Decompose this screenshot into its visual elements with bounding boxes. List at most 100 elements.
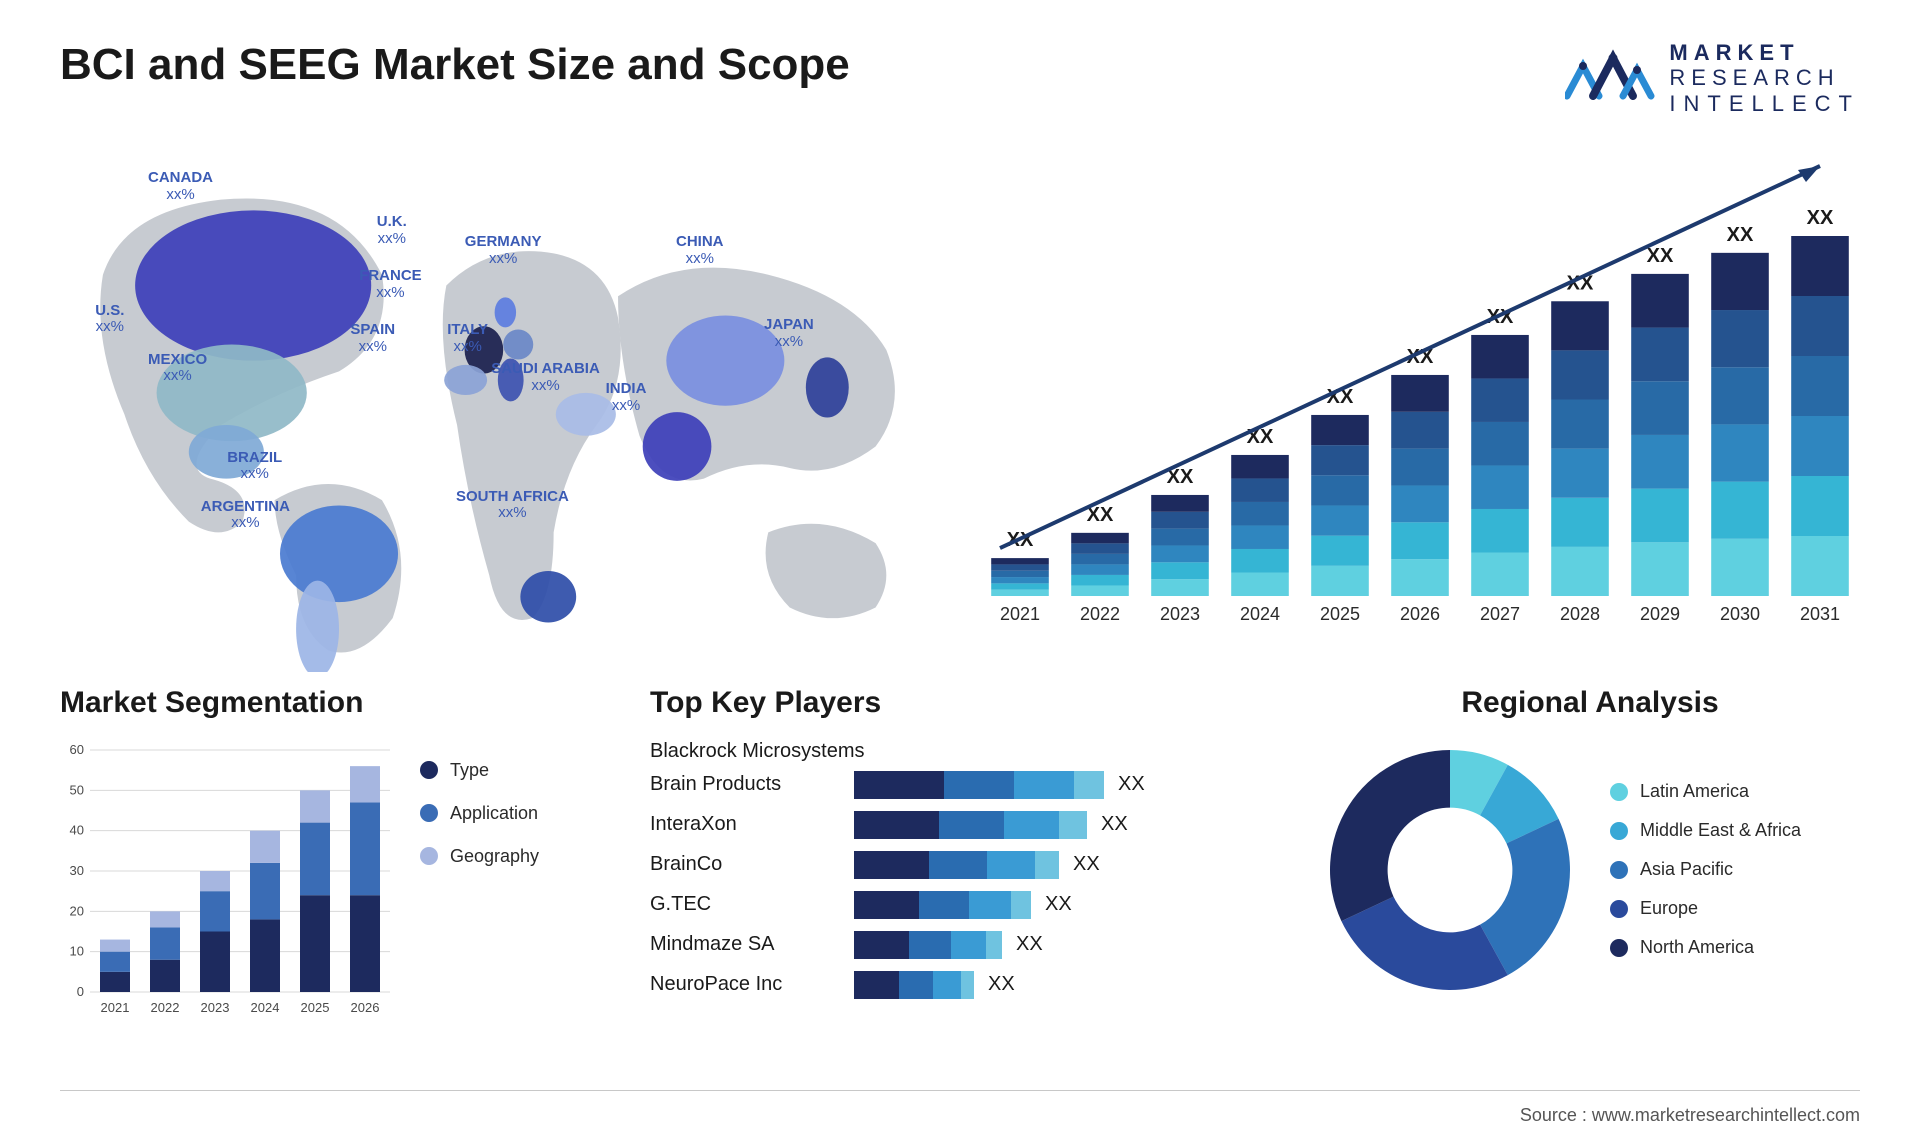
legend-item: Application <box>420 803 539 824</box>
svg-text:2031: 2031 <box>1800 604 1840 624</box>
legend-label: North America <box>1640 937 1754 958</box>
player-bar <box>854 931 1002 959</box>
growth-chart-svg: XX2021XX2022XX2023XX2024XX2025XX2026XX20… <box>980 146 1860 636</box>
player-name: Mindmaze SA <box>650 933 840 956</box>
svg-text:XX: XX <box>1727 224 1754 246</box>
segmentation-legend: Type Application Geography <box>420 740 539 1020</box>
map-label: U.K.xx% <box>377 214 407 247</box>
map-label: JAPANxx% <box>764 317 814 350</box>
svg-text:2021: 2021 <box>101 1000 130 1015</box>
legend-item: Asia Pacific <box>1610 859 1801 880</box>
svg-text:2027: 2027 <box>1480 604 1520 624</box>
player-row: G.TEC XX <box>650 891 1290 919</box>
regional-panel: Regional Analysis Latin America Middle Ea… <box>1320 686 1860 1020</box>
svg-text:2023: 2023 <box>1160 604 1200 624</box>
map-label: BRAZILxx% <box>227 450 282 483</box>
regional-title: Regional Analysis <box>1320 686 1860 720</box>
svg-text:60: 60 <box>70 742 84 757</box>
player-value: XX <box>1118 773 1145 796</box>
legend-label: Middle East & Africa <box>1640 820 1801 841</box>
legend-swatch <box>420 804 438 822</box>
brand-logo: MARKET RESEARCH INTELLECT <box>1565 40 1860 116</box>
svg-text:2026: 2026 <box>1400 604 1440 624</box>
svg-text:XX: XX <box>1647 245 1674 267</box>
legend-item: Europe <box>1610 898 1801 919</box>
player-bar <box>854 851 1059 879</box>
legend-swatch <box>1610 900 1628 918</box>
map-label: SAUDI ARABIAxx% <box>491 361 600 394</box>
map-label: SOUTH AFRICAxx% <box>456 489 569 522</box>
legend-swatch <box>1610 939 1628 957</box>
svg-text:0: 0 <box>77 984 84 999</box>
player-row: Brain Products XX <box>650 771 1290 799</box>
svg-text:30: 30 <box>70 863 84 878</box>
player-bar <box>854 971 974 999</box>
legend-label: Type <box>450 760 489 781</box>
growth-chart-panel: XX2021XX2022XX2023XX2024XX2025XX2026XX20… <box>980 146 1860 636</box>
svg-text:50: 50 <box>70 782 84 797</box>
legend-swatch <box>420 847 438 865</box>
player-value: XX <box>988 973 1015 996</box>
regional-legend: Latin America Middle East & Africa Asia Pa… <box>1610 781 1801 958</box>
player-name: NeuroPace Inc <box>650 973 840 996</box>
map-label: CANADAxx% <box>148 170 213 203</box>
map-label: SPAINxx% <box>350 322 395 355</box>
svg-text:40: 40 <box>70 823 84 838</box>
map-label: ITALYxx% <box>447 322 488 355</box>
map-label: FRANCExx% <box>359 268 422 301</box>
legend-label: Application <box>450 803 538 824</box>
logo-text: MARKET RESEARCH INTELLECT <box>1669 40 1860 116</box>
player-bar <box>854 891 1031 919</box>
players-header: Blackrock Microsystems <box>650 740 1290 763</box>
players-title: Top Key Players <box>650 686 1290 720</box>
logo-line3: INTELLECT <box>1669 91 1860 116</box>
svg-text:2023: 2023 <box>201 1000 230 1015</box>
player-name: Brain Products <box>650 773 840 796</box>
legend-swatch <box>1610 822 1628 840</box>
regional-donut-svg <box>1320 740 1580 1000</box>
svg-text:2022: 2022 <box>151 1000 180 1015</box>
world-map-svg <box>60 146 940 672</box>
source-attribution: Source : www.marketresearchintellect.com <box>1520 1105 1860 1126</box>
legend-label: Geography <box>450 846 539 867</box>
player-name: G.TEC <box>650 893 840 916</box>
footer-divider <box>60 1090 1860 1091</box>
legend-label: Latin America <box>1640 781 1749 802</box>
player-row: Mindmaze SA XX <box>650 931 1290 959</box>
player-row: BrainCoXX <box>650 851 1290 879</box>
segmentation-title: Market Segmentation <box>60 686 620 720</box>
players-list: Brain ProductsXXInteraXonXXBrainCoXXG.TE… <box>650 771 1290 999</box>
key-players-panel: Top Key Players Blackrock Microsystems B… <box>650 686 1290 1020</box>
player-bar <box>854 811 1087 839</box>
player-value: XX <box>1045 893 1072 916</box>
svg-text:XX: XX <box>1807 207 1834 229</box>
legend-item: Latin America <box>1610 781 1801 802</box>
svg-text:2025: 2025 <box>1320 604 1360 624</box>
map-label: MEXICOxx% <box>148 352 207 385</box>
segmentation-panel: Market Segmentation 01020304050602021202… <box>60 686 620 1020</box>
svg-text:2021: 2021 <box>1000 604 1040 624</box>
svg-text:10: 10 <box>70 944 84 959</box>
svg-text:2028: 2028 <box>1560 604 1600 624</box>
player-value: XX <box>1016 933 1043 956</box>
svg-text:2025: 2025 <box>301 1000 330 1015</box>
legend-label: Asia Pacific <box>1640 859 1733 880</box>
legend-swatch <box>420 761 438 779</box>
legend-item: Middle East & Africa <box>1610 820 1801 841</box>
svg-text:2024: 2024 <box>1240 604 1280 624</box>
player-row: NeuroPace Inc XX <box>650 971 1290 999</box>
player-bar <box>854 771 1104 799</box>
player-value: XX <box>1101 813 1128 836</box>
player-row: InteraXonXX <box>650 811 1290 839</box>
legend-item: Type <box>420 760 539 781</box>
svg-text:2030: 2030 <box>1720 604 1760 624</box>
player-value: XX <box>1073 853 1100 876</box>
logo-mark-icon <box>1565 48 1655 108</box>
svg-text:2029: 2029 <box>1640 604 1680 624</box>
map-label: ARGENTINAxx% <box>201 499 290 532</box>
map-label: INDIAxx% <box>606 381 647 414</box>
page-title: BCI and SEEG Market Size and Scope <box>60 40 850 90</box>
world-map-panel: CANADAxx%U.S.xx%MEXICOxx%BRAZILxx%ARGENT… <box>60 146 940 636</box>
segmentation-chart-svg: 0102030405060202120222023202420252026 <box>60 740 390 1020</box>
map-label: GERMANYxx% <box>465 234 542 267</box>
